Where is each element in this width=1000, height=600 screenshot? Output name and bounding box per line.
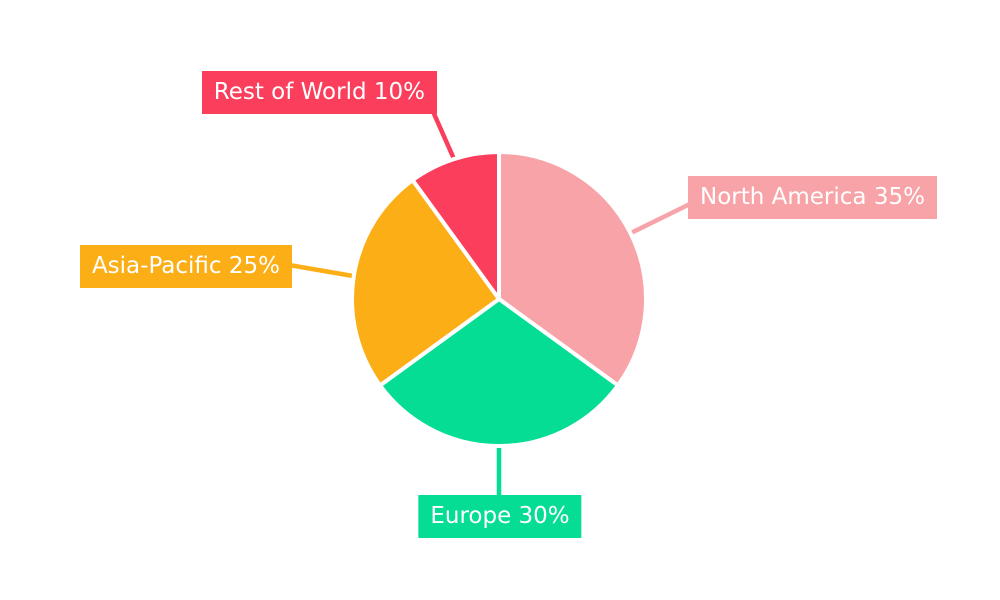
pie-slice-europe [378, 297, 620, 449]
callout-label-north-america: North America 35% [688, 176, 937, 219]
callout-label-rest-of-world: Rest of World 10% [201, 71, 437, 114]
leader-line-asia-pacific [288, 262, 354, 279]
callout-label-europe: Europe 30% [418, 495, 582, 538]
pie-slice-north-america [497, 150, 648, 388]
pie-slice-asia-pacific [350, 178, 501, 388]
callout-label-asia-pacific: Asia-Pacific 25% [79, 245, 292, 288]
leader-line-north-america [630, 199, 695, 236]
leader-line-rest-of-world [428, 106, 457, 160]
pie-slice-rest-of-world [410, 150, 501, 301]
